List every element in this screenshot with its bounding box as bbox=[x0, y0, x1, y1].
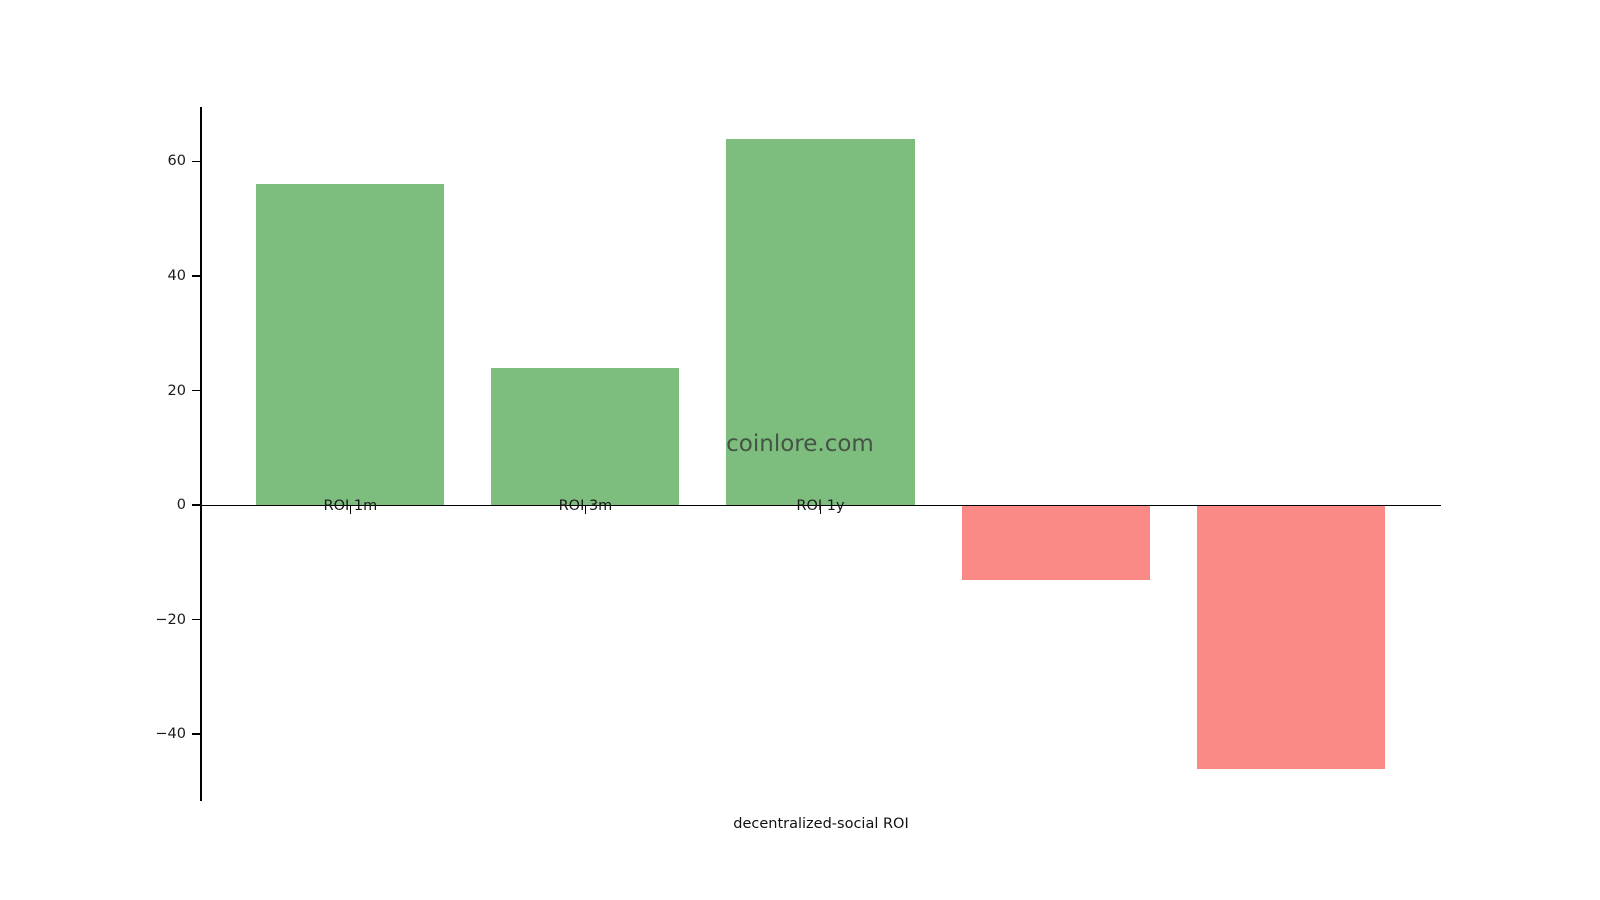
y-tick-label: −20 bbox=[155, 611, 186, 628]
watermark-text: coinlore.com bbox=[726, 431, 874, 457]
x-axis-title: decentralized-social ROI bbox=[733, 816, 909, 832]
y-tick-mark bbox=[192, 618, 200, 621]
x-tick-mark bbox=[584, 506, 587, 515]
bar-roi-3m bbox=[491, 367, 680, 506]
bar-roi-1y bbox=[726, 138, 915, 506]
x-tick-label: ROI 1y bbox=[796, 498, 845, 515]
y-tick-mark bbox=[192, 504, 200, 506]
x-tick-label: ROI 3m bbox=[558, 498, 613, 515]
y-tick-label: 40 bbox=[167, 267, 186, 284]
y-tick-mark bbox=[192, 275, 200, 277]
y-tick-label: 60 bbox=[167, 153, 186, 170]
y-axis-spine bbox=[200, 107, 202, 801]
y-tick-label: 20 bbox=[167, 382, 186, 399]
y-tick-mark bbox=[192, 389, 200, 392]
y-tick-mark bbox=[192, 733, 200, 735]
bar-roi-1m bbox=[256, 184, 445, 506]
y-tick-label: 0 bbox=[176, 497, 186, 514]
y-tick-mark bbox=[192, 160, 200, 163]
x-tick-mark bbox=[349, 506, 352, 515]
bar-unlabeled-4 bbox=[1196, 506, 1385, 770]
x-axis-zero-line bbox=[200, 505, 1441, 506]
bar-unlabeled-3 bbox=[961, 506, 1150, 581]
x-tick-label: ROI 1m bbox=[323, 498, 378, 515]
y-tick-label: −40 bbox=[155, 726, 186, 743]
x-tick-mark bbox=[819, 506, 822, 515]
